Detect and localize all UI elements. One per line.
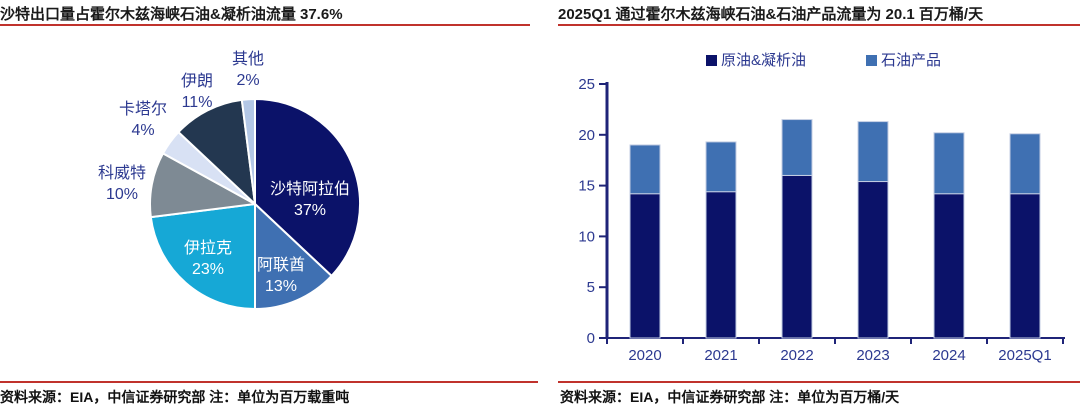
y-tick-label: 15 xyxy=(578,178,595,195)
pie-slice-6 xyxy=(240,98,256,205)
bar-2025Q1-products xyxy=(1009,133,1041,195)
bar-2020-crude xyxy=(629,193,661,339)
y-tick-label: 0 xyxy=(587,330,595,347)
bar-2023-crude xyxy=(857,181,889,339)
bar-2023-products xyxy=(857,121,889,183)
footer-rule-right xyxy=(558,381,1080,383)
x-category-label: 2022 xyxy=(780,347,813,364)
pie-slice-label-5: 伊朗 11% xyxy=(181,72,213,111)
bar-2025Q1-crude xyxy=(1009,193,1041,339)
footer-rule-left xyxy=(0,381,538,383)
pie-slice-label-6: 其他 2% xyxy=(232,50,264,89)
source-note-right: 资料来源：EIA，中信证券研究部 注：单位为百万桶/天 xyxy=(560,389,900,405)
x-category-label: 2024 xyxy=(932,347,965,364)
bar-2024-crude xyxy=(933,193,965,339)
x-category-label: 2025Q1 xyxy=(998,347,1051,364)
pie-chart: 沙特阿拉伯 37% 阿联酋 13% 伊拉克 23% 科威特 10% 卡塔尔 4% 伊朗 11% 其他 2% xyxy=(98,50,361,310)
x-category-label: 2023 xyxy=(856,347,889,364)
legend-swatch-1 xyxy=(866,55,877,66)
pie-slice-label-4: 卡塔尔 4% xyxy=(119,100,167,139)
bar-chart-panel: 2025Q1 通过霍尔木兹海峡石油&石油产品流量为 20.1 百万桶/天 原油&… xyxy=(540,0,1080,414)
y-tick-label: 10 xyxy=(578,228,595,245)
stacked-bar-chart: 原油&凝析油 石油产品 0 5 10 15 20 25 2020 2021 2022 2023 2024… xyxy=(578,52,1065,364)
bar-2020-products xyxy=(629,144,661,195)
pie-slice-2 xyxy=(149,203,256,310)
y-tick-label: 5 xyxy=(587,279,595,296)
y-tick-label: 25 xyxy=(578,76,595,93)
bar-2022-crude xyxy=(781,174,813,339)
bar-chart-title: 2025Q1 通过霍尔木兹海峡石油&石油产品流量为 20.1 百万桶/天 xyxy=(558,6,984,23)
pie-slice-1 xyxy=(254,203,333,310)
bar-2024-products xyxy=(933,132,965,195)
legend-label-1: 石油产品 xyxy=(881,52,941,69)
legend-label-0: 原油&凝析油 xyxy=(721,52,806,69)
pie-chart-title: 沙特出口量占霍尔木兹海峡石油&凝析油流量 37.6% xyxy=(0,6,343,23)
pie-slice-label-0: 沙特阿拉伯 37% xyxy=(270,180,350,219)
bar-2021-products xyxy=(705,141,737,193)
pie-slice-label-3: 科威特 10% xyxy=(98,164,146,203)
title-rule-left xyxy=(0,24,530,26)
y-tick-label: 20 xyxy=(578,127,595,144)
title-rule-right xyxy=(558,24,1080,26)
legend-swatch-0 xyxy=(706,55,717,66)
pie-slice-label-2: 伊拉克 23% xyxy=(184,239,232,278)
pie-slice-label-1: 阿联酋 13% xyxy=(257,256,305,295)
pie-slice-5 xyxy=(177,98,256,205)
x-category-label: 2020 xyxy=(628,347,661,364)
pie-slice-0 xyxy=(254,98,361,277)
pie-chart-panel: 沙特出口量占霍尔木兹海峡石油&凝析油流量 37.6% 沙特阿拉伯 37% 阿联酋 13… xyxy=(0,6,538,405)
bar-2022-products xyxy=(781,119,813,176)
bar-2021-crude xyxy=(705,191,737,339)
source-note-left: 资料来源：EIA，中信证券研究部 注：单位为百万载重吨 xyxy=(0,389,350,405)
x-category-label: 2021 xyxy=(704,347,737,364)
